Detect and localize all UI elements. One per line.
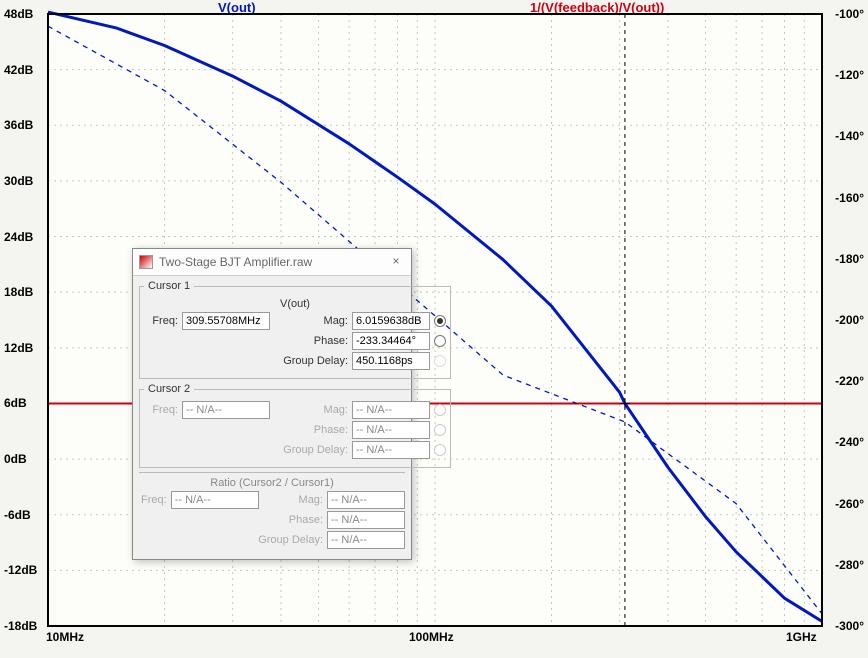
r-gd-label: Group Delay: bbox=[257, 534, 323, 546]
y-left-tick: 24dB bbox=[4, 230, 33, 244]
c2-freq-label: Freq: bbox=[144, 404, 178, 416]
c1-mag-input[interactable] bbox=[352, 312, 430, 330]
r-mag-label: Mag: bbox=[263, 494, 323, 506]
r-freq-label: Freq: bbox=[139, 494, 167, 506]
cursor1-trace: V(out) bbox=[144, 298, 446, 310]
c2-gd-input[interactable] bbox=[352, 441, 430, 459]
y-right-tick: -280° bbox=[835, 558, 864, 572]
r-gd-input bbox=[327, 531, 405, 549]
close-icon[interactable]: × bbox=[387, 253, 405, 271]
c2-phase-radio[interactable] bbox=[434, 424, 446, 436]
y-left-tick: 12dB bbox=[4, 341, 33, 355]
ratio-header: Ratio (Cursor2 / Cursor1) bbox=[139, 477, 405, 489]
cursor1-legend: Cursor 1 bbox=[144, 280, 194, 292]
c1-phase-label: Phase: bbox=[274, 335, 348, 347]
r-phase-input bbox=[327, 511, 405, 529]
c1-gd-radio[interactable] bbox=[434, 355, 446, 367]
y-left-tick: 30dB bbox=[4, 174, 33, 188]
c1-freq-label: Freq: bbox=[144, 315, 178, 327]
c2-gd-label: Group Delay: bbox=[274, 444, 348, 456]
r-phase-label: Phase: bbox=[257, 514, 323, 526]
x-tick: 100MHz bbox=[409, 630, 454, 644]
y-right-tick: -180° bbox=[835, 252, 864, 266]
c1-phase-radio[interactable] bbox=[434, 335, 446, 347]
c2-mag-label: Mag: bbox=[274, 404, 348, 416]
y-left-tick: -6dB bbox=[4, 508, 31, 522]
y-right-tick: -120° bbox=[835, 68, 864, 82]
x-tick: 1GHz bbox=[786, 630, 817, 644]
c2-mag-input[interactable] bbox=[352, 401, 430, 419]
cursor2-legend: Cursor 2 bbox=[144, 383, 194, 395]
x-tick: 10MHz bbox=[46, 630, 84, 644]
c1-freq-input[interactable] bbox=[182, 312, 270, 330]
y-left-tick: 48dB bbox=[4, 7, 33, 21]
c1-gd-label: Group Delay: bbox=[274, 355, 348, 367]
y-left-tick: 36dB bbox=[4, 118, 33, 132]
c2-mag-radio[interactable] bbox=[434, 404, 446, 416]
y-left-tick: 42dB bbox=[4, 63, 33, 77]
c1-mag-label: Mag: bbox=[274, 315, 348, 327]
app-icon bbox=[139, 255, 153, 269]
y-left-tick: 0dB bbox=[4, 452, 27, 466]
c1-mag-radio[interactable] bbox=[434, 315, 446, 327]
y-right-tick: -100° bbox=[835, 7, 864, 21]
y-left-tick: -12dB bbox=[4, 563, 37, 577]
y-left-tick: -18dB bbox=[4, 619, 37, 633]
r-mag-input bbox=[327, 491, 405, 509]
y-right-tick: -200° bbox=[835, 313, 864, 327]
c1-gd-input[interactable] bbox=[352, 352, 430, 370]
r-freq-input bbox=[171, 491, 259, 509]
y-right-tick: -220° bbox=[835, 374, 864, 388]
y-left-tick: 6dB bbox=[4, 396, 27, 410]
dialog-title: Two-Stage BJT Amplifier.raw bbox=[159, 255, 387, 269]
y-right-tick: -260° bbox=[835, 497, 864, 511]
cursor1-group: Cursor 1 V(out) Freq: Mag: Phase: Group … bbox=[139, 280, 451, 379]
y-left-tick: 18dB bbox=[4, 285, 33, 299]
y-right-tick: -160° bbox=[835, 191, 864, 205]
dialog-titlebar[interactable]: Two-Stage BJT Amplifier.raw × bbox=[133, 249, 411, 276]
c2-gd-radio[interactable] bbox=[434, 444, 446, 456]
y-right-tick: -240° bbox=[835, 435, 864, 449]
c2-freq-input[interactable] bbox=[182, 401, 270, 419]
y-right-tick: -140° bbox=[835, 129, 864, 143]
c2-phase-input[interactable] bbox=[352, 421, 430, 439]
c2-phase-label: Phase: bbox=[274, 424, 348, 436]
c1-phase-input[interactable] bbox=[352, 332, 430, 350]
cursor2-group: Cursor 2 Freq: Mag: Phase: Group Delay: bbox=[139, 383, 451, 468]
cursor-dialog[interactable]: Two-Stage BJT Amplifier.raw × Cursor 1 V… bbox=[132, 248, 412, 560]
y-right-tick: -300° bbox=[835, 619, 864, 633]
